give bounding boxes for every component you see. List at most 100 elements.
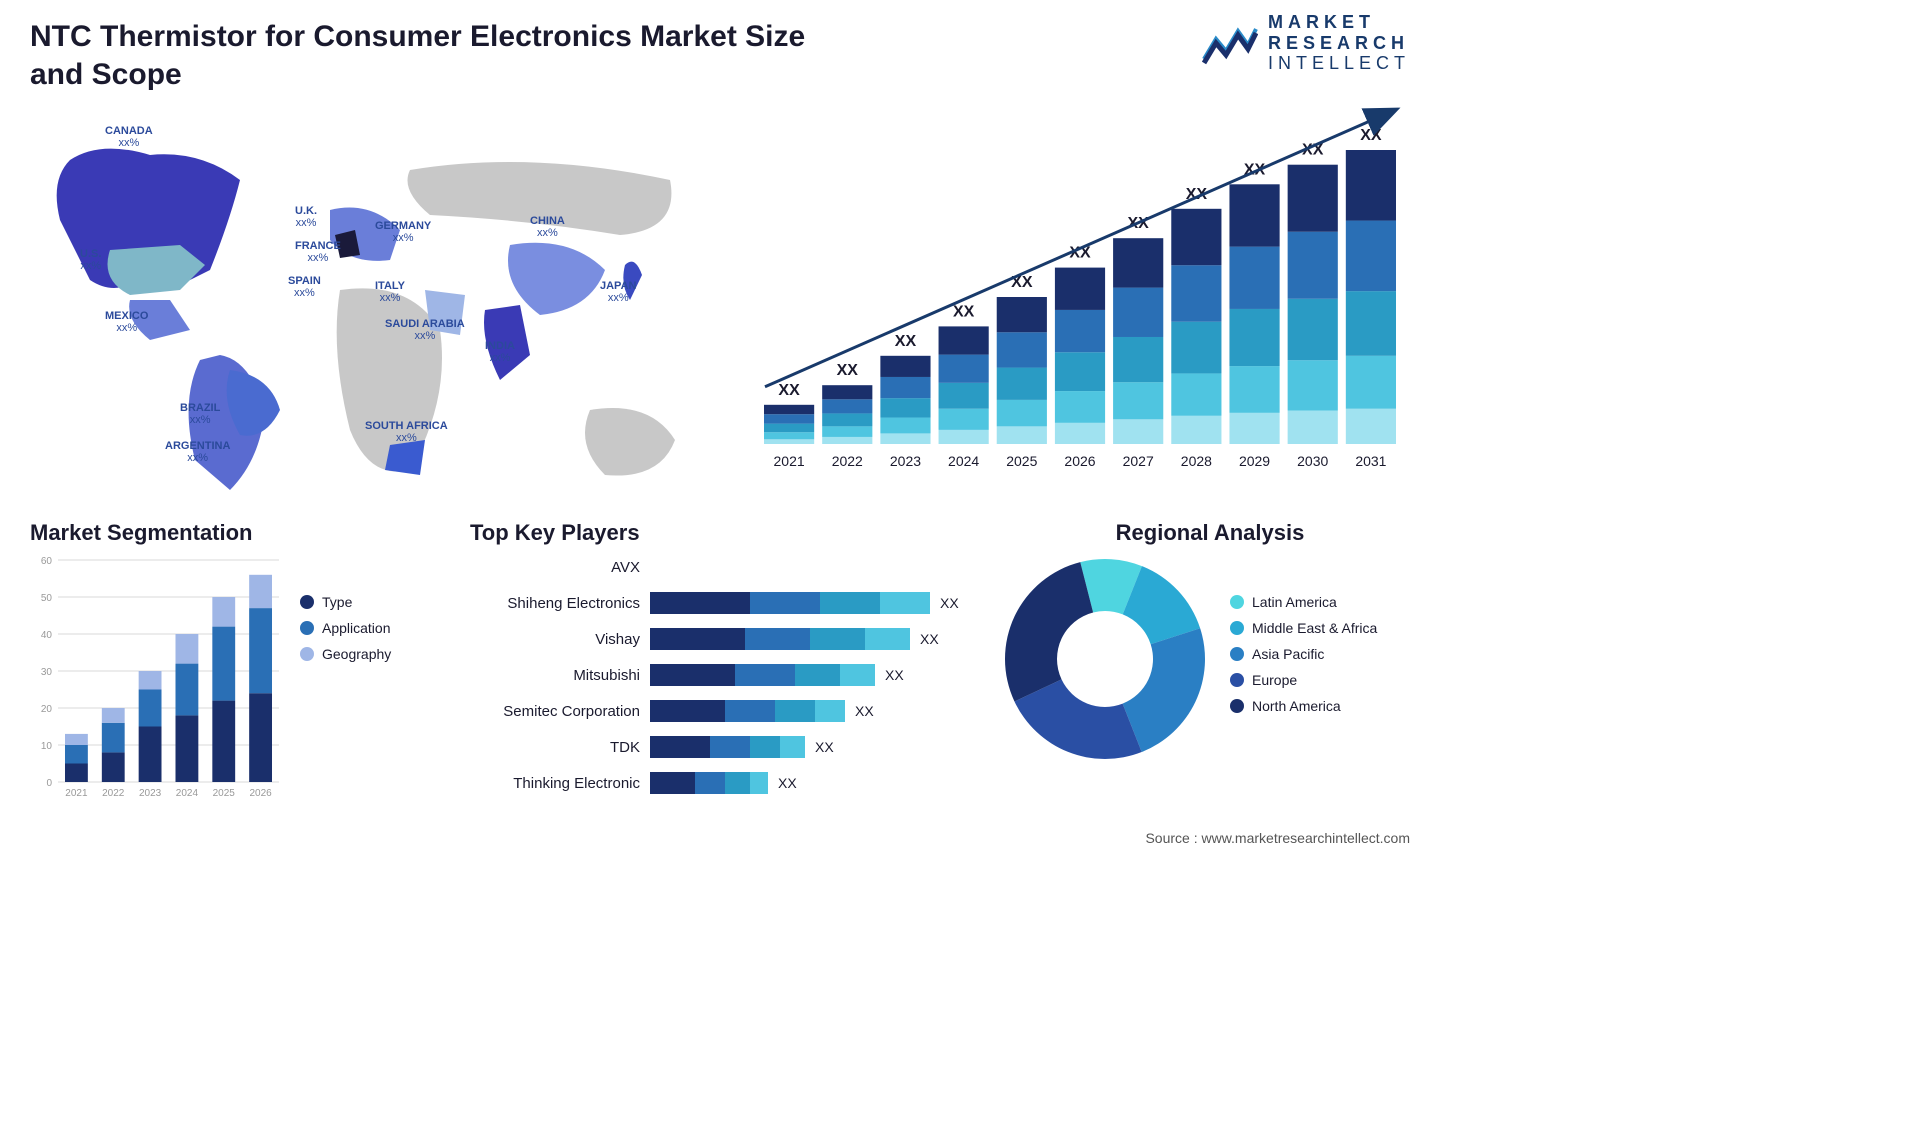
growth-bar-segment [1113, 382, 1163, 419]
player-value: XX [855, 703, 874, 719]
player-bar [650, 592, 930, 614]
seg-ytick: 60 [41, 556, 53, 567]
growth-year-label: 2026 [1064, 453, 1095, 469]
seg-ytick: 40 [41, 630, 53, 641]
growth-bar-segment [997, 332, 1047, 367]
player-bar [650, 772, 768, 794]
seg-bar-segment [249, 608, 272, 693]
players-section: Top Key Players AVXShiheng ElectronicsXX… [470, 520, 970, 806]
players-list: AVX Shiheng Electronics XX Vishay XX Mitsubis… [470, 554, 970, 796]
seg-bar-segment [175, 634, 198, 664]
growth-bar-segment [822, 385, 872, 399]
seg-ytick: 10 [41, 741, 53, 752]
growth-bar-segment [1288, 165, 1338, 232]
growth-bar-segment [822, 399, 872, 413]
player-bar-segment [650, 592, 750, 614]
growth-bar-segment [1113, 419, 1163, 444]
growth-bar-segment [764, 424, 814, 433]
growth-bar-segment [1229, 247, 1279, 309]
growth-bar-segment [1346, 409, 1396, 444]
map-region-china [508, 243, 605, 315]
legend-swatch [1230, 699, 1244, 713]
growth-bar-segment [1346, 150, 1396, 221]
region-legend-item: Latin America [1230, 594, 1377, 610]
legend-label: Europe [1252, 672, 1297, 688]
seg-bar-segment [102, 752, 125, 782]
player-bar-segment [820, 592, 880, 614]
regional-donut-svg [1000, 554, 1210, 764]
legend-swatch [1230, 595, 1244, 609]
player-bar-segment [650, 700, 725, 722]
seg-bar-segment [139, 690, 162, 727]
player-name: AVX [470, 559, 650, 576]
seg-legend-item: Type [300, 594, 391, 610]
player-bar-segment [795, 664, 840, 686]
growth-bar-segment [764, 432, 814, 439]
growth-bar-segment [1346, 291, 1396, 356]
legend-label: Asia Pacific [1252, 646, 1324, 662]
source-text: Source : www.marketresearchintellect.com [1145, 830, 1410, 846]
growth-bar-label: XX [1360, 127, 1382, 144]
player-bar-segment [865, 628, 910, 650]
legend-label: Type [322, 594, 352, 610]
legend-swatch [1230, 647, 1244, 661]
growth-bar-segment [764, 405, 814, 414]
region-legend-item: Asia Pacific [1230, 646, 1377, 662]
donut-slice [1005, 562, 1093, 701]
growth-bar-segment [939, 409, 989, 430]
player-bar-segment [750, 772, 768, 794]
regional-title: Regional Analysis [1000, 520, 1420, 546]
growth-year-label: 2021 [774, 453, 805, 469]
player-name: Semitec Corporation [470, 703, 650, 720]
map-label: MEXICOxx% [105, 310, 148, 334]
seg-bar-segment [212, 627, 235, 701]
seg-year-label: 2024 [176, 788, 199, 799]
growth-bar-segment [1113, 238, 1163, 287]
player-bar-segment [650, 664, 735, 686]
player-value: XX [885, 667, 904, 683]
player-bar-segment [725, 772, 750, 794]
growth-bar-segment [997, 400, 1047, 426]
seg-year-label: 2021 [65, 788, 88, 799]
player-row: Thinking ElectronicXX [470, 770, 970, 796]
growth-year-label: 2024 [948, 453, 979, 469]
player-bar-segment [750, 592, 820, 614]
player-name: Mitsubishi [470, 667, 650, 684]
map-label: GERMANYxx% [375, 220, 431, 244]
world-map: CANADAxx%U.S.xx%MEXICOxx%BRAZILxx%ARGENT… [30, 100, 710, 500]
seg-ytick: 50 [41, 593, 53, 604]
player-bar-segment [815, 700, 845, 722]
growth-bar-segment [1288, 360, 1338, 410]
logo-text: MARKET RESEARCH INTELLECT [1268, 12, 1410, 74]
segmentation-title: Market Segmentation [30, 520, 430, 546]
page-title: NTC Thermistor for Consumer Electronics … [30, 18, 810, 93]
growth-bar-segment [1171, 209, 1221, 265]
growth-bar-segment [1055, 310, 1105, 352]
growth-bar-label: XX [837, 362, 859, 379]
player-bar-segment [725, 700, 775, 722]
seg-ytick: 20 [41, 704, 53, 715]
growth-bar-segment [880, 377, 930, 398]
seg-bar-segment [102, 723, 125, 753]
player-bar-segment [810, 628, 865, 650]
region-legend-item: Europe [1230, 672, 1377, 688]
seg-bar-segment [139, 671, 162, 690]
growth-bar-segment [1229, 309, 1279, 366]
legend-swatch [1230, 621, 1244, 635]
growth-bar-segment [880, 418, 930, 434]
growth-bar-segment [997, 297, 1047, 332]
growth-bar-segment [1346, 221, 1396, 292]
seg-year-label: 2023 [139, 788, 162, 799]
brand-logo: MARKET RESEARCH INTELLECT [1202, 12, 1410, 74]
growth-bar-segment [880, 398, 930, 417]
player-name: Shiheng Electronics [470, 595, 650, 612]
player-bar [650, 628, 910, 650]
seg-legend-item: Geography [300, 646, 391, 662]
seg-year-label: 2025 [213, 788, 236, 799]
legend-swatch [300, 595, 314, 609]
segmentation-chart-svg: 0102030405060202120222023202420252026 [30, 554, 285, 804]
growth-year-label: 2023 [890, 453, 921, 469]
player-name: Vishay [470, 631, 650, 648]
player-bar-segment [750, 736, 780, 758]
legend-swatch [300, 621, 314, 635]
